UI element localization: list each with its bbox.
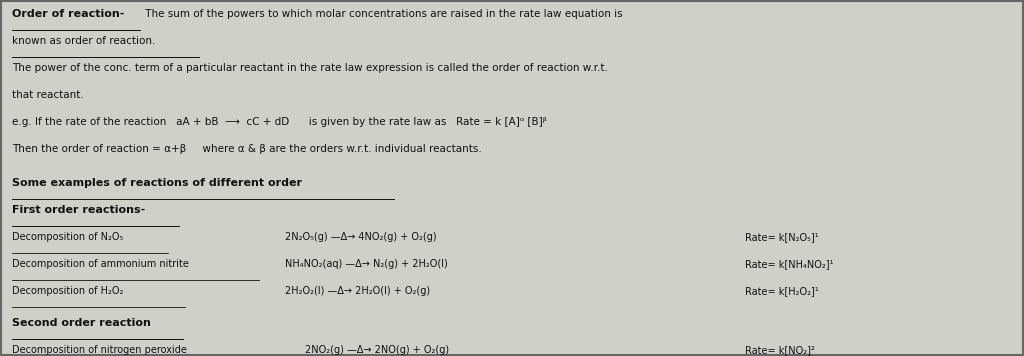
Text: The sum of the powers to which molar concentrations are raised in the rate law e: The sum of the powers to which molar con…: [142, 9, 623, 19]
Text: Rate= k[NH₄NO₂]¹: Rate= k[NH₄NO₂]¹: [745, 259, 834, 269]
Text: Decomposition of ammonium nitrite: Decomposition of ammonium nitrite: [12, 259, 188, 269]
Text: Rate= k[H₂O₂]¹: Rate= k[H₂O₂]¹: [745, 286, 819, 296]
Text: 2H₂O₂(l) —Δ→ 2H₂O(l) + O₂(g): 2H₂O₂(l) —Δ→ 2H₂O(l) + O₂(g): [285, 286, 430, 296]
Text: Rate= k[N₂O₅]¹: Rate= k[N₂O₅]¹: [745, 232, 818, 242]
Text: Then the order of reaction = α+β     where α & β are the orders w.r.t. individua: Then the order of reaction = α+β where α…: [12, 144, 481, 154]
Text: Rate= k[NO₂]²: Rate= k[NO₂]²: [745, 345, 815, 355]
Text: known as order of reaction.: known as order of reaction.: [12, 36, 156, 46]
Text: First order reactions-: First order reactions-: [12, 205, 145, 215]
Text: Decomposition of H₂O₂: Decomposition of H₂O₂: [12, 286, 123, 296]
Text: Order of reaction-: Order of reaction-: [12, 9, 124, 19]
Text: The power of the conc. term of a particular reactant in the rate law expression : The power of the conc. term of a particu…: [12, 63, 608, 73]
Text: NH₄NO₂(aq) —Δ→ N₂(g) + 2H₂O(l): NH₄NO₂(aq) —Δ→ N₂(g) + 2H₂O(l): [285, 259, 447, 269]
Text: Second order reaction: Second order reaction: [12, 318, 151, 328]
Text: Decomposition of N₂O₅: Decomposition of N₂O₅: [12, 232, 123, 242]
Text: Decomposition of nitrogen peroxide: Decomposition of nitrogen peroxide: [12, 345, 186, 355]
Text: that reactant.: that reactant.: [12, 90, 84, 100]
Text: Some examples of reactions of different order: Some examples of reactions of different …: [12, 178, 302, 188]
Text: 2NO₂(g) —Δ→ 2NO(g) + O₂(g): 2NO₂(g) —Δ→ 2NO(g) + O₂(g): [305, 345, 450, 355]
Text: 2N₂O₅(g) —Δ→ 4NO₂(g) + O₂(g): 2N₂O₅(g) —Δ→ 4NO₂(g) + O₂(g): [285, 232, 436, 242]
Text: e.g. If the rate of the reaction   aA + bB  ⟶  cC + dD      is given by the rate: e.g. If the rate of the reaction aA + bB…: [12, 117, 547, 127]
